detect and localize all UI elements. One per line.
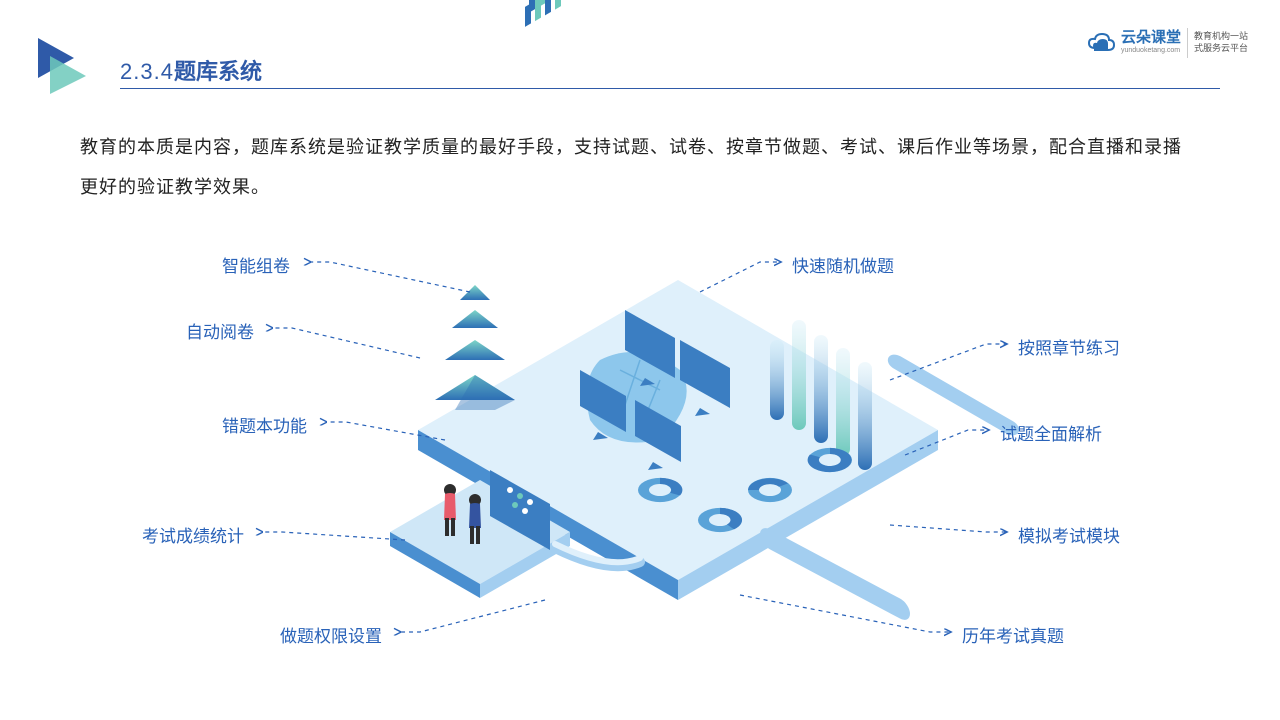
feature-label-right: 历年考试真题 — [962, 622, 1064, 647]
feature-label-right: 快速随机做题 — [792, 252, 894, 277]
feature-label-right: 按照章节练习 — [1018, 334, 1120, 359]
isometric-diagram — [0, 0, 1280, 720]
feature-label-left: 智能组卷 — [222, 252, 290, 277]
feature-label-right: 模拟考试模块 — [1018, 522, 1120, 547]
feature-label-left: 考试成绩统计 — [142, 522, 244, 547]
feature-label-right: 试题全面解析 — [1000, 420, 1102, 445]
feature-label-left: 做题权限设置 — [280, 622, 382, 647]
side-bar-icon — [760, 524, 910, 624]
feature-label-left: 自动阅卷 — [186, 318, 254, 343]
feature-label-left: 错题本功能 — [222, 412, 307, 437]
bar-chart-icon — [525, 0, 561, 27]
